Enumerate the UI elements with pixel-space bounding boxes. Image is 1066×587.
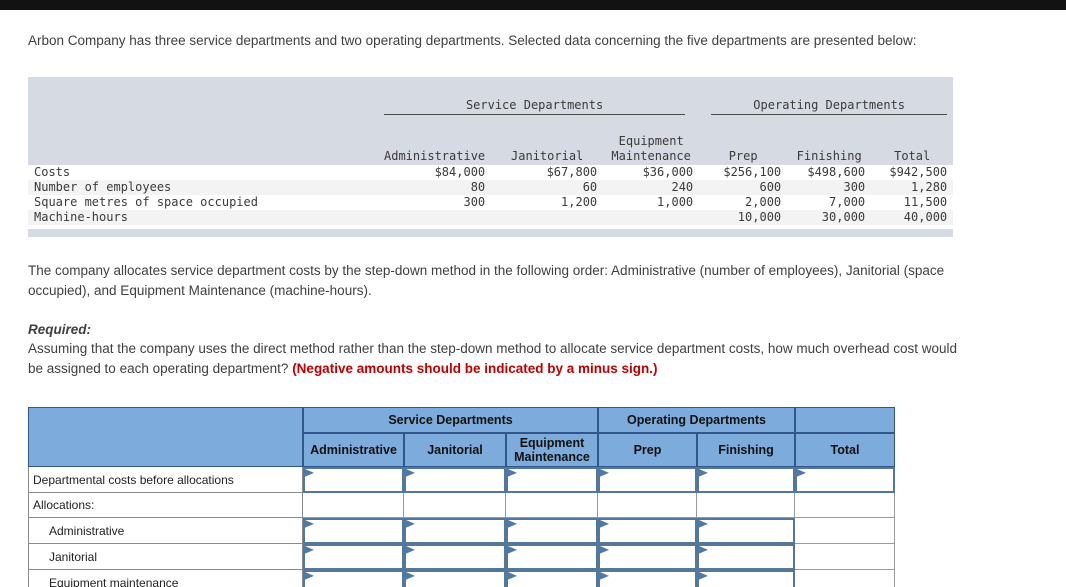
answer-col-total: Total — [795, 433, 895, 467]
answer-col-equipment-maintenance: Equipment Maintenance — [506, 433, 598, 467]
input-flag-icon — [305, 546, 314, 554]
input-janitorial-janitorial[interactable] — [404, 544, 506, 570]
input-flag-icon — [600, 520, 609, 528]
exhibit-col-finishing: Finishing — [796, 149, 862, 163]
input-flag-icon — [305, 520, 314, 528]
input-flag-icon — [406, 520, 415, 528]
input-equip-administrative[interactable] — [303, 570, 404, 587]
top-bar — [0, 0, 1066, 10]
exhibit-row-machine-hours: Machine-hours 10,000 30,000 40,000 — [28, 210, 954, 225]
exhibit-row-space: Square metres of space occupied 300 1,20… — [28, 195, 954, 210]
exhibit-row-employees: Number of employees 80 60 240 600 300 1,… — [28, 180, 954, 195]
input-before-janitorial[interactable] — [404, 467, 506, 493]
intro-paragraph: Arbon Company has three service departme… — [28, 33, 917, 48]
row-allocation-janitorial: Janitorial — [28, 544, 895, 570]
exhibit-service-group-header: Service Departments — [378, 77, 699, 132]
input-admin-prep[interactable] — [598, 518, 697, 544]
input-flag-icon — [600, 546, 609, 554]
answer-service-group-header: Service Departments — [303, 407, 598, 433]
input-flag-icon — [699, 572, 708, 580]
answer-col-finishing: Finishing — [697, 433, 795, 467]
input-admin-equipment-maintenance[interactable] — [506, 518, 598, 544]
input-flag-icon — [699, 469, 708, 477]
exhibit-col-prep: Prep — [728, 149, 758, 163]
row-costs-before-allocations: Departmental costs before allocations — [28, 467, 895, 493]
input-flag-icon — [699, 546, 708, 554]
answer-col-administrative: Administrative — [303, 433, 404, 467]
input-flag-icon — [699, 520, 708, 528]
exhibit-row-costs: Costs $84,000 $67,800 $36,000 $256,100 $… — [28, 165, 954, 180]
input-flag-icon — [406, 546, 415, 554]
input-flag-icon — [406, 469, 415, 477]
input-equip-equipment-maintenance[interactable] — [506, 570, 598, 587]
question-text: Assuming that the company uses the direc… — [28, 341, 958, 376]
row-allocation-equipment-maintenance: Equipment maintenance — [28, 570, 895, 587]
answer-operating-group-header: Operating Departments — [598, 407, 795, 433]
input-flag-icon — [508, 520, 517, 528]
input-before-total[interactable] — [795, 467, 895, 493]
input-flag-icon — [797, 469, 806, 477]
input-flag-icon — [600, 572, 609, 580]
input-janitorial-finishing[interactable] — [697, 544, 795, 570]
question-emphasis: (Negative amounts should be indicated by… — [292, 361, 658, 376]
input-before-prep[interactable] — [598, 467, 697, 493]
input-janitorial-prep[interactable] — [598, 544, 697, 570]
input-equip-janitorial[interactable] — [404, 570, 506, 587]
input-flag-icon — [508, 469, 517, 477]
answer-total-blank-header — [795, 407, 895, 433]
input-flag-icon — [406, 572, 415, 580]
input-janitorial-equipment-maintenance[interactable] — [506, 544, 598, 570]
exhibit-col-janitorial: Janitorial — [511, 149, 584, 163]
answer-col-janitorial: Janitorial — [404, 433, 506, 467]
exhibit-stub — [28, 77, 378, 132]
row-allocations-heading: Allocations: — [28, 493, 895, 518]
answer-col-prep: Prep — [598, 433, 697, 467]
exhibit-col-total: Total — [894, 149, 931, 163]
input-flag-icon — [508, 546, 517, 554]
input-admin-finishing[interactable] — [697, 518, 795, 544]
input-janitorial-administrative[interactable] — [303, 544, 404, 570]
input-flag-icon — [600, 469, 609, 477]
input-flag-icon — [305, 469, 314, 477]
answer-table: Service Departments Operating Department… — [28, 407, 895, 587]
question-paragraph: Assuming that the company uses the direc… — [28, 339, 968, 379]
answer-stub-header — [28, 407, 303, 467]
input-before-equipment-maintenance[interactable] — [506, 467, 598, 493]
input-equip-prep[interactable] — [598, 570, 697, 587]
exhibit-col-administrative: Administrative — [384, 149, 486, 163]
input-flag-icon — [508, 572, 517, 580]
input-equip-finishing[interactable] — [697, 570, 795, 587]
row-allocation-administrative: Administrative — [28, 518, 895, 544]
exhibit-operating-group-header: Operating Departments — [699, 77, 953, 132]
input-admin-janitorial[interactable] — [404, 518, 506, 544]
required-label: Required: — [28, 322, 92, 337]
method-paragraph: The company allocates service department… — [28, 263, 945, 298]
exhibit-col-equipment-maintenance: Equipment Maintenance — [611, 134, 691, 163]
input-flag-icon — [305, 572, 314, 580]
input-before-finishing[interactable] — [697, 467, 795, 493]
input-before-administrative[interactable] — [303, 467, 404, 493]
exhibit-footer-band — [28, 229, 954, 237]
exhibit-table: Service Departments Operating Department… — [28, 77, 954, 237]
input-admin-administrative[interactable] — [303, 518, 404, 544]
